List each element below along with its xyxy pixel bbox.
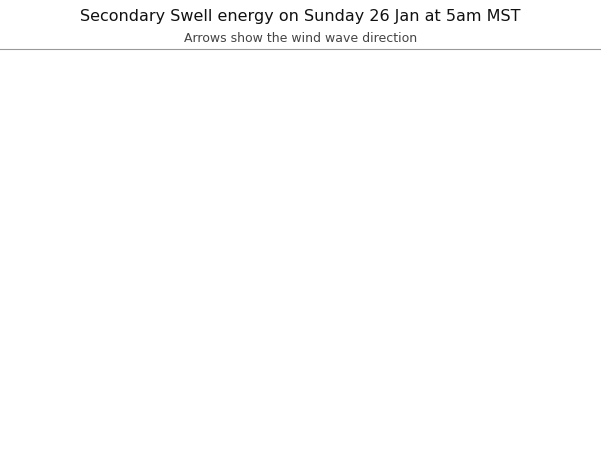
Text: Arrows show the wind wave direction: Arrows show the wind wave direction bbox=[184, 32, 417, 45]
Text: Requires cartopy: Requires cartopy bbox=[218, 247, 383, 266]
Text: Secondary Swell energy on Sunday 26 Jan at 5am MST: Secondary Swell energy on Sunday 26 Jan … bbox=[81, 8, 520, 24]
